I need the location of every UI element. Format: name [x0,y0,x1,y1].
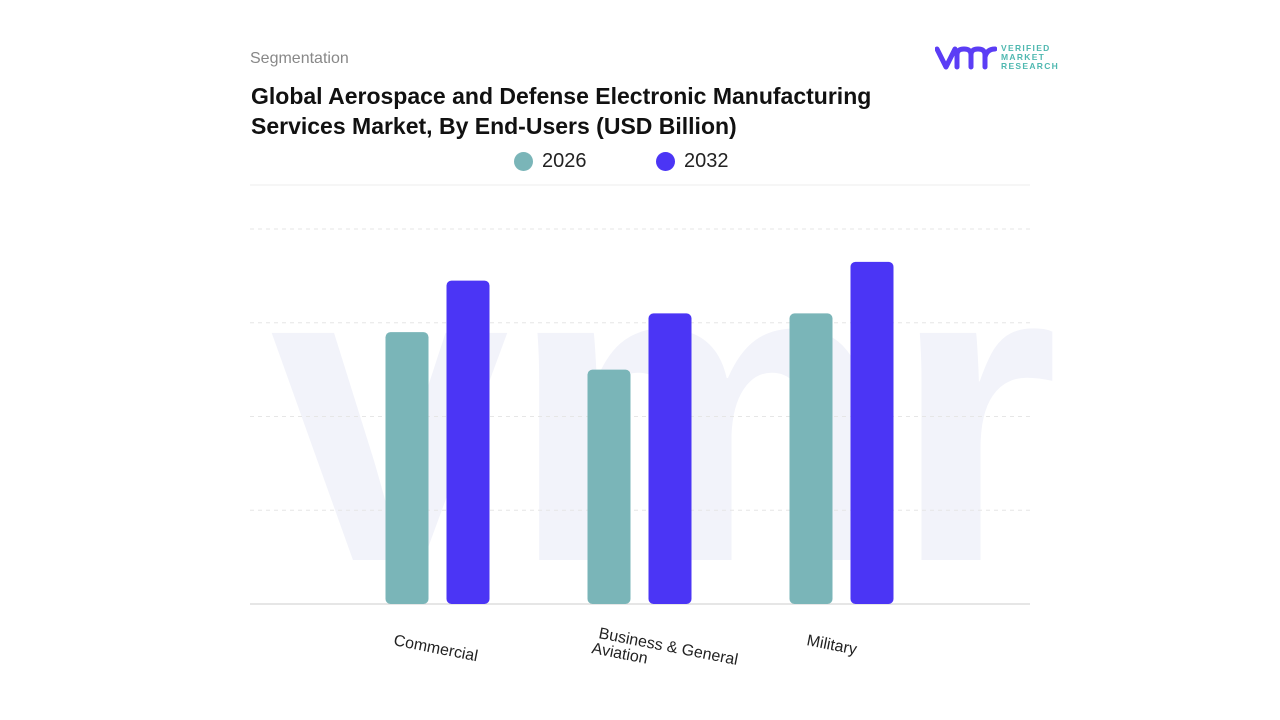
bar-2026-1 [587,369,631,604]
bar-2032-0 [446,280,490,604]
legend: 2026 2032 [0,150,1280,174]
legend-item-2026: 2026 [514,150,587,173]
legend-item-2032: 2032 [656,150,729,173]
logo-text-line: RESEARCH [1001,61,1060,71]
bar-2032-2 [850,261,894,604]
logo-text-line: VERIFIED [1001,43,1051,53]
vmr-logo: VERIFIED MARKET RESEARCH [935,44,1059,71]
legend-swatch [656,152,675,171]
vmr-logo-icon [935,46,997,69]
logo-text-line: MARKET [1001,52,1046,62]
chart-title: Global Aerospace and Defense Electronic … [251,83,872,139]
bar-2026-2 [789,313,833,604]
section-label: Segmentation [250,50,349,67]
legend-label: 2026 [542,150,587,172]
bar-2026-0 [385,332,429,604]
bar-2032-1 [648,313,692,604]
legend-label: 2032 [684,150,729,172]
legend-swatch [514,152,533,171]
